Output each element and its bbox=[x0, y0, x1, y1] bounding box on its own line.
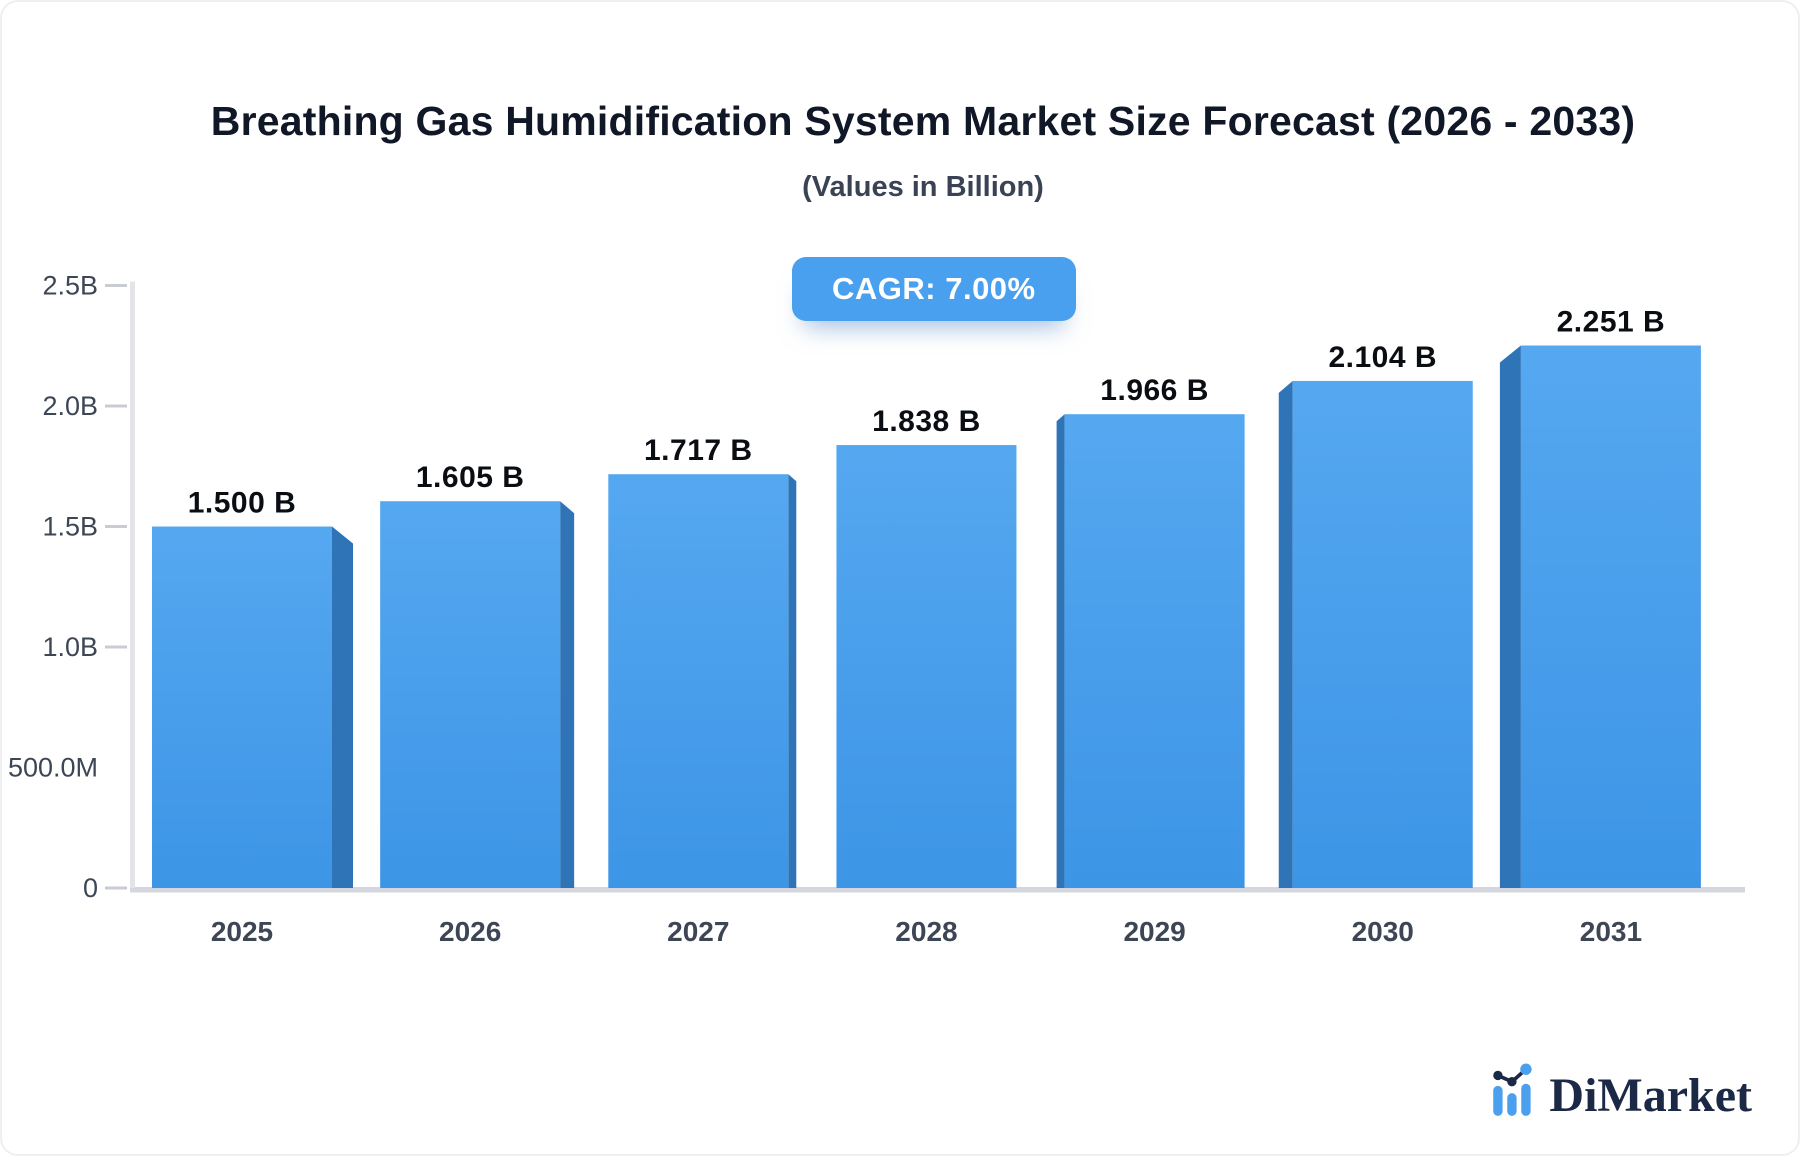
y-axis-tick-label: 2.0B bbox=[42, 391, 98, 421]
y-axis-tick-dash bbox=[105, 525, 127, 528]
bar-value-label: 1.605 B bbox=[416, 461, 525, 494]
cagr-badge: CAGR: 7.00% bbox=[792, 257, 1076, 321]
bar-side-face[interactable] bbox=[1499, 345, 1521, 888]
y-axis-line bbox=[130, 281, 135, 888]
dimarket-logo-icon bbox=[1493, 1063, 1533, 1116]
bar-2028[interactable] bbox=[836, 445, 1017, 888]
bar-side-face[interactable] bbox=[332, 526, 353, 889]
chart-title: Breathing Gas Humidification System Mark… bbox=[210, 98, 1636, 144]
y-axis-tick-label: 1.0B bbox=[42, 632, 98, 662]
bar-value-label: 1.838 B bbox=[872, 405, 981, 438]
brand-name: DiMarket bbox=[1549, 1068, 1752, 1122]
y-axis-tick-dash bbox=[105, 284, 127, 287]
bar-2029[interactable] bbox=[1064, 414, 1245, 888]
x-axis-label: 2028 bbox=[895, 916, 957, 947]
y-axis-tick-label: 0 bbox=[83, 873, 98, 903]
y-axis-tick-label: 500.0M bbox=[8, 753, 98, 783]
y-axis-tick-label: 1.5B bbox=[42, 512, 98, 542]
bar-side-face[interactable] bbox=[560, 501, 575, 888]
y-axis-tick-dash bbox=[105, 645, 127, 649]
chart-subtitle: (Values in Billion) bbox=[802, 171, 1044, 203]
bar-2031[interactable] bbox=[1520, 345, 1701, 888]
bar-2027[interactable] bbox=[608, 474, 789, 888]
brand-logo: DiMarket bbox=[1493, 1063, 1752, 1122]
x-axis-label: 2027 bbox=[667, 916, 729, 947]
y-axis-tick-dash bbox=[105, 886, 127, 890]
bar-2025[interactable] bbox=[152, 526, 332, 889]
x-axis-label: 2029 bbox=[1123, 916, 1185, 947]
bar-value-label: 2.251 B bbox=[1557, 306, 1666, 339]
bar-side-face[interactable] bbox=[788, 474, 797, 888]
bar-2026[interactable] bbox=[380, 501, 561, 888]
bar-value-label: 1.717 B bbox=[644, 434, 753, 467]
y-axis-tick-label: 2.5B bbox=[42, 271, 98, 301]
bar-side-face[interactable] bbox=[1056, 414, 1065, 888]
x-axis-label: 2030 bbox=[1352, 916, 1414, 947]
bar-value-label: 1.966 B bbox=[1100, 374, 1209, 407]
y-axis-tick-dash bbox=[105, 404, 127, 408]
bar-value-label: 2.104 B bbox=[1328, 341, 1437, 374]
bar-2030[interactable] bbox=[1292, 380, 1473, 888]
x-axis-label: 2025 bbox=[211, 916, 273, 947]
bar-side-face[interactable] bbox=[1278, 380, 1293, 888]
x-axis-label: 2031 bbox=[1580, 916, 1642, 947]
x-axis-label: 2026 bbox=[439, 916, 501, 947]
bar-value-label: 1.500 B bbox=[188, 487, 297, 520]
x-axis-baseline bbox=[130, 887, 1745, 893]
